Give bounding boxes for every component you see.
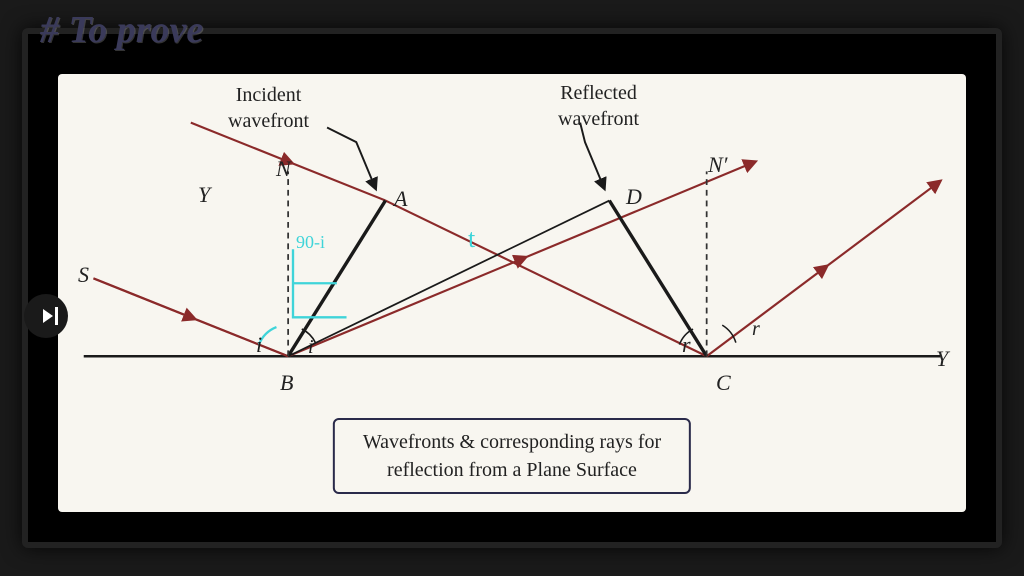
reflected-heading: Reflected wavefront (558, 80, 639, 132)
wavefront-diagram: Incident wavefront Reflected wavefront Y… (58, 74, 966, 512)
label-i: i (256, 332, 262, 358)
incident-heading: Incident wavefront (228, 82, 309, 134)
label-Y-left: Y (198, 182, 210, 208)
caption-box: Wavefronts & corresponding rays for refl… (333, 418, 691, 494)
caption-line2: reflection from a Plane Surface (363, 456, 661, 484)
label-r: r (682, 332, 691, 358)
label-r2: r (752, 318, 760, 341)
caption-line1: Wavefronts & corresponding rays for (363, 428, 661, 456)
label-C: C (716, 370, 731, 396)
label-Nprime: N′ (708, 152, 728, 178)
label-B: B (280, 370, 293, 396)
label-N: N (276, 156, 291, 182)
annot-t: t (468, 224, 475, 254)
handwritten-note: # To prove (40, 8, 203, 52)
next-icon[interactable] (24, 294, 68, 338)
label-i2: i (308, 336, 314, 359)
diagram-screen: Incident wavefront Reflected wavefront Y… (58, 74, 966, 512)
label-Y-right: Y (936, 346, 948, 372)
tablet-frame: Incident wavefront Reflected wavefront Y… (22, 28, 1002, 548)
annot-90-i: 90-i (296, 232, 325, 253)
label-S: S (78, 262, 89, 288)
label-A: A (394, 186, 407, 212)
label-D: D (626, 184, 642, 210)
